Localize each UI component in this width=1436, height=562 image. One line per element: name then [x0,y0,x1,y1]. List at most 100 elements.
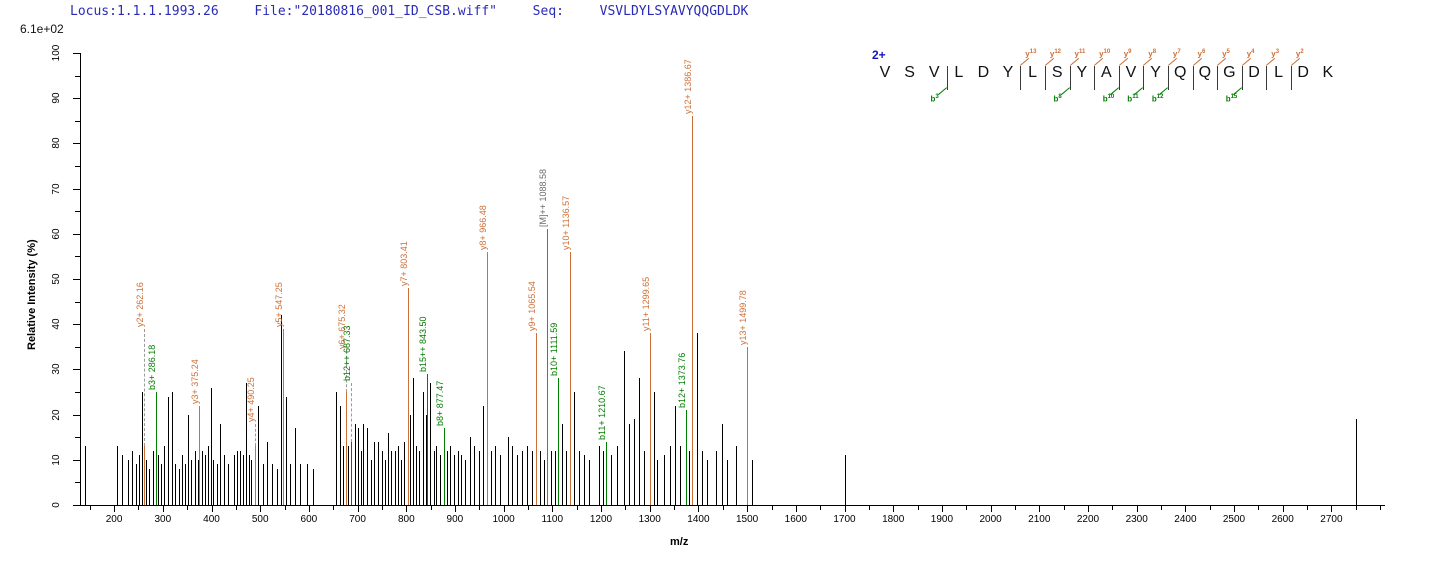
peak [153,450,154,505]
x-axis-minor-tick [1209,506,1211,510]
annotated-peak[interactable] [558,378,559,505]
peak [360,450,362,505]
peak-label: b3+ 286.18 [147,344,158,390]
annotated-peak[interactable] [685,410,687,505]
peak [588,459,590,505]
peak [469,437,471,505]
y-axis-tick-label: 30 [51,363,62,375]
y-axis-minor-tick [75,166,80,167]
peak [400,459,402,505]
y-ion-label-index: 2 [1300,49,1304,55]
x-axis-tick-label: 2100 [1028,514,1051,525]
x-axis-major-tick [260,506,262,512]
peak [679,446,681,505]
x-axis-major-tick [406,506,408,512]
x-axis-minor-tick [966,506,968,510]
cleavage-bar [1020,66,1022,90]
y-axis-major-tick [73,414,80,416]
peak-leader-line [255,423,257,447]
residue-letter: A [1101,64,1112,81]
x-axis-minor-tick [235,506,237,510]
x-axis-major-tick [114,506,116,512]
x-axis-major-tick [941,506,943,512]
peak [306,464,308,505]
annotated-peak[interactable] [535,333,537,505]
peak [404,441,406,505]
peak [675,405,676,505]
y-ion-label-letter: y [1246,49,1252,59]
peak [191,459,192,505]
x-axis-minor-tick [284,506,286,510]
peak [413,378,415,505]
annotated-peak[interactable] [407,288,409,505]
y-ion-label: y9 [1124,49,1132,59]
x-axis-minor-tick [1380,506,1382,510]
x-axis-minor-tick [479,506,481,510]
b-ion-label-letter: b [1102,94,1108,104]
y-ion-label-letter: y [1172,49,1178,59]
x-axis-major-tick [211,506,213,512]
peak [697,333,698,505]
x-axis-tick-label: 2500 [1222,514,1246,525]
peak [363,423,365,505]
annotated-peak[interactable] [444,428,445,505]
annotated-peak[interactable] [691,116,693,505]
annotated-peak[interactable] [606,441,608,505]
annotated-peak[interactable] [351,441,353,505]
y-axis-major-tick [73,233,80,235]
residue-letter: V [1125,64,1137,81]
peak [228,464,229,505]
annotated-peak[interactable] [546,229,548,505]
y-axis-major-tick [73,143,80,145]
x-axis-tick-label: 500 [251,514,269,525]
peak [271,464,273,505]
peak [142,392,144,505]
annotated-peak[interactable] [156,392,158,505]
x-axis-major-tick [503,506,505,512]
peak [579,450,581,505]
b-ion-label-index: 11 [1132,94,1139,100]
seq-label: Seq: [532,4,564,19]
annotated-peak[interactable] [255,446,257,505]
x-axis-major-tick [990,506,992,512]
annotated-peak[interactable] [649,333,651,505]
y-axis-tick-label: 40 [51,318,62,330]
annotated-peak[interactable] [570,251,572,505]
peak [357,428,359,505]
peak [670,446,672,505]
peak [543,459,545,505]
peak [447,450,449,505]
peak [716,450,718,505]
residue-letter: Y [1002,64,1014,81]
annotated-peak[interactable] [283,328,285,505]
annotated-peak[interactable] [144,446,146,505]
y-ion-label-letter: y [1123,49,1129,59]
residue-letter: D [1297,64,1309,81]
x-axis-tick-label: 2600 [1271,514,1294,525]
peak [439,455,441,505]
annotated-peak[interactable] [345,392,347,505]
y-axis-major-tick [73,459,80,461]
x-axis-minor-tick [1063,506,1065,510]
y-axis-tick-label: 60 [51,228,62,240]
annotated-peak[interactable] [747,346,748,505]
y-ion-label: y13 [1025,49,1036,59]
x-axis-minor-tick [576,506,578,510]
peak [84,446,86,505]
peak [285,396,287,505]
x-axis-minor-tick [187,506,189,510]
y-ion-label-index: 3 [1275,49,1280,55]
residue-letter: Y [1076,64,1088,81]
peak [233,455,235,505]
residue-letter: Q [1198,64,1212,81]
annotated-peak[interactable] [487,251,489,505]
residue-letter: L [954,64,964,81]
y-ion-label-index: 4 [1251,49,1255,55]
peak-label: b12++ 687.33 [342,325,353,381]
y-axis-tick-label: 50 [51,273,62,285]
x-axis-tick-label: 400 [203,514,220,525]
y-ion-label: y6 [1198,49,1206,59]
annotated-peak[interactable] [427,373,429,505]
annotated-peak[interactable] [199,405,201,505]
x-axis-major-tick [1234,506,1235,512]
